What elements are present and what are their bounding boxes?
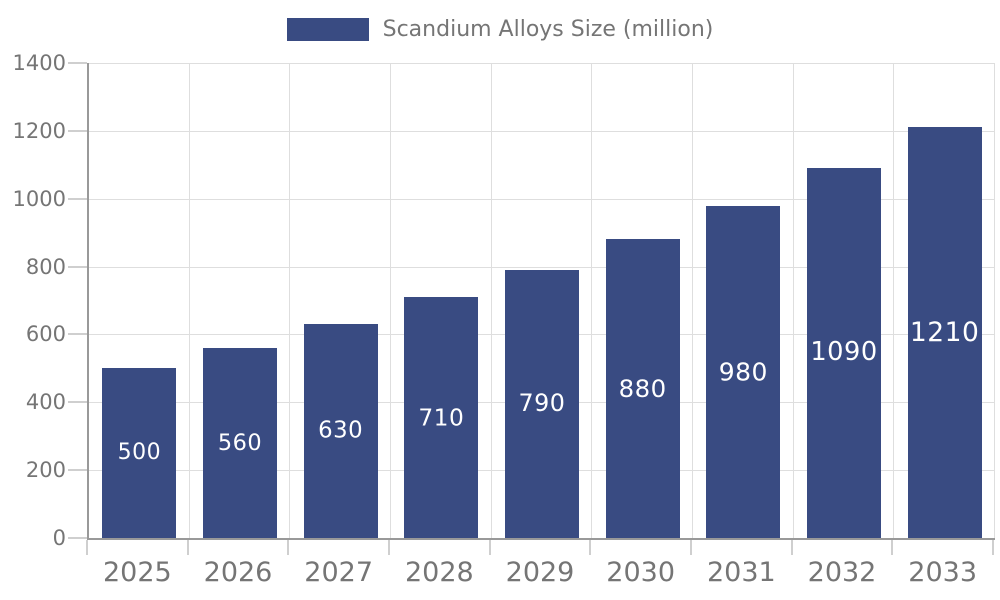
y-tick-label: 1200 [12,118,66,143]
y-tick-label: 1400 [12,51,66,75]
x-axis-tick [287,540,290,555]
x-gridline [994,63,995,538]
bar-value-label: 500 [117,440,162,466]
x-gridline [490,63,492,538]
bar-value-label: 980 [718,357,768,387]
y-tick-label: 200 [25,458,66,483]
y-axis-tick [68,197,87,200]
legend-swatch [286,18,369,41]
x-tick-label: 2026 [203,557,273,588]
bar-value-label: 1090 [810,337,878,368]
bar-2028[interactable]: 710 [404,297,479,538]
bar-2031[interactable]: 980 [706,205,781,538]
y-gridline [89,266,995,268]
y-tick-label: 1000 [12,186,66,211]
x-axis-tick [790,540,793,555]
x-tick-label: 2031 [706,557,776,588]
y-tick-label: 600 [25,322,66,347]
x-axis-tick [86,540,88,555]
y-gridline [89,63,995,64]
x-tick-label: 2033 [908,557,978,588]
y-axis-tick [68,469,87,472]
x-axis-tick [891,540,894,555]
x-gridline [591,63,593,538]
bar-2025[interactable]: 500 [102,368,177,538]
bar-value-label: 710 [418,403,465,431]
x-tick-label: 2032 [807,557,877,588]
x-tick-label: 2030 [606,557,676,588]
y-tick-label: 800 [25,254,66,279]
y-axis-tick [68,537,87,539]
x-axis-tick [186,540,189,555]
x-tick-label: 2027 [304,557,374,588]
bar-value-label: 1210 [909,316,980,348]
x-gridline [390,63,391,538]
bar-2032[interactable]: 1090 [807,168,881,538]
y-axis-tick [68,62,87,64]
bar-value-label: 560 [217,429,263,456]
x-axis-tick [589,540,592,555]
y-axis-tick [68,129,87,132]
plot-area: 500 560 630 710 790 880 980 1090 1210 [87,63,995,540]
legend[interactable]: Scandium Alloys Size (million) [0,17,1000,42]
x-tick-label: 2025 [102,557,172,588]
bar-value-label: 790 [518,389,566,418]
x-gridline [893,63,895,538]
y-axis-tick [68,333,87,336]
bar-value-label: 880 [618,373,667,403]
x-tick-label: 2028 [404,557,474,588]
bar-2029[interactable]: 790 [505,269,579,538]
x-axis-tick [388,540,390,555]
y-axis-tick [68,401,87,404]
x-axis-tick [488,540,491,555]
x-axis-tick [992,540,994,555]
y-axis-tick [68,265,87,268]
y-gridline [89,198,995,200]
x-gridline [289,63,291,538]
y-tick-label: 0 [52,526,66,550]
x-gridline [792,63,794,538]
legend-label: Scandium Alloys Size (million) [382,17,714,42]
y-tick-label: 400 [25,390,66,415]
bar-value-label: 630 [318,417,364,444]
x-axis-tick [690,540,692,555]
bar-2030[interactable]: 880 [605,239,680,538]
x-gridline [188,63,190,538]
bar-2027[interactable]: 630 [303,324,378,538]
x-gridline [692,63,693,538]
bar-2026[interactable]: 560 [203,348,277,538]
x-tick-label: 2029 [505,557,575,588]
bar-2033[interactable]: 1210 [907,127,982,538]
y-gridline [89,130,995,132]
